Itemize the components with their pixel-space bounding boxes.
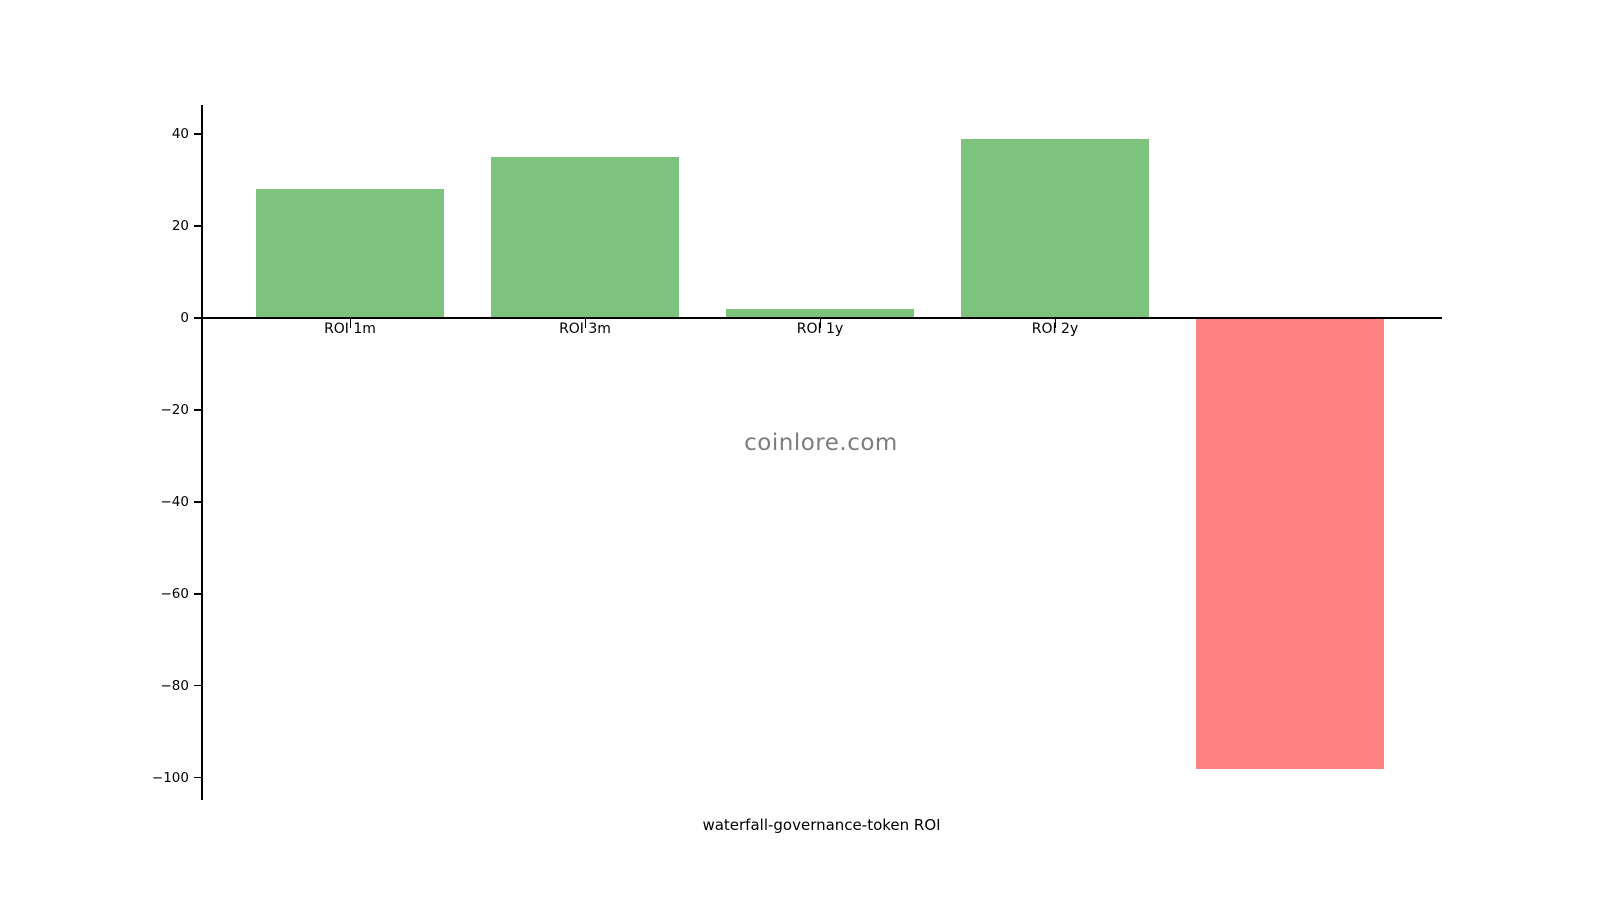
x-tick-label: ROI 1y (796, 321, 844, 337)
y-tick-label: −80 (160, 677, 190, 694)
x-tick-label: ROI 1m (324, 321, 376, 337)
y-tick-mark (194, 225, 201, 227)
x-tick-mark (350, 318, 352, 328)
y-tick-mark (194, 317, 201, 319)
y-tick-mark (194, 777, 201, 779)
y-tick-label: −40 (160, 493, 190, 510)
chart-title: waterfall-governance-token ROI (702, 816, 941, 834)
x-axis-zero-line (201, 317, 1442, 319)
bar-roi-1y (726, 308, 914, 318)
y-tick-mark (194, 409, 201, 411)
y-tick-label: 0 (180, 310, 189, 326)
y-tick-mark (194, 685, 201, 687)
bar-roi-2y (961, 138, 1149, 318)
y-tick-label: −100 (151, 769, 189, 786)
watermark: coinlore.com (744, 430, 898, 456)
bar-negative-roi (1196, 318, 1384, 769)
x-tick-mark (820, 318, 822, 328)
y-tick-mark (194, 133, 201, 135)
y-tick-mark (194, 501, 201, 503)
x-tick-label: ROI 2y (1031, 321, 1079, 337)
y-tick-mark (194, 593, 201, 595)
y-tick-label: −20 (160, 401, 190, 418)
x-tick-label: ROI 3m (559, 321, 611, 337)
bar-roi-1m (256, 189, 444, 318)
bar-roi-3m (491, 157, 679, 318)
x-tick-mark (585, 318, 587, 328)
y-tick-label: 20 (171, 218, 189, 235)
y-axis-spine (201, 105, 203, 800)
x-tick-mark (1055, 318, 1057, 328)
y-tick-label: −60 (160, 585, 190, 602)
y-tick-label: 40 (171, 126, 189, 143)
